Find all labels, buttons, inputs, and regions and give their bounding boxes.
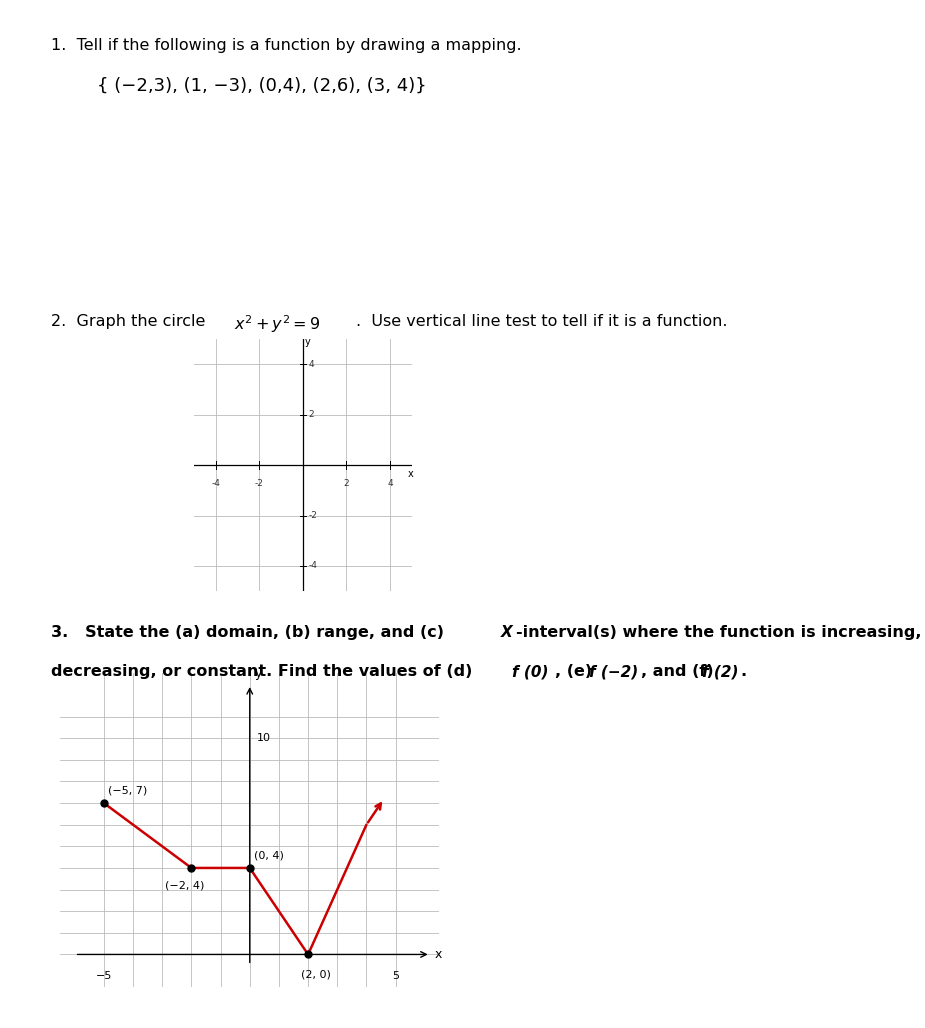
Text: f (−2): f (−2)	[589, 664, 638, 680]
Text: (−5, 7): (−5, 7)	[108, 785, 147, 796]
Text: f (2): f (2)	[702, 664, 738, 680]
Text: (−2, 4): (−2, 4)	[166, 881, 204, 891]
Text: 2: 2	[343, 479, 350, 488]
Text: { (−2,3), (1, −3), (0,4), (2,6), (3, 4)}: { (−2,3), (1, −3), (0,4), (2,6), (3, 4)}	[97, 77, 426, 96]
Text: f (0): f (0)	[512, 664, 549, 680]
Text: 5: 5	[392, 970, 399, 981]
Text: -2: -2	[308, 511, 317, 520]
Text: -interval(s) where the function is increasing,: -interval(s) where the function is incre…	[516, 625, 921, 640]
Text: (2, 0): (2, 0)	[301, 969, 330, 980]
Text: −5: −5	[95, 970, 112, 981]
Text: x: x	[435, 948, 442, 961]
Text: X: X	[501, 625, 512, 640]
Text: , (e): , (e)	[555, 664, 598, 680]
Text: -4: -4	[212, 479, 220, 488]
Text: $x^2 + y^2 = 9$: $x^2 + y^2 = 9$	[234, 314, 320, 335]
Text: 4: 4	[387, 479, 393, 488]
Text: 3.   State the (a) domain, (b) range, and (c): 3. State the (a) domain, (b) range, and …	[51, 625, 450, 640]
Text: 10: 10	[257, 733, 271, 743]
Text: y: y	[254, 667, 262, 680]
Text: 2.  Graph the circle: 2. Graph the circle	[51, 314, 210, 329]
Text: .: .	[740, 664, 746, 680]
Text: decreasing, or constant. Find the values of (d): decreasing, or constant. Find the values…	[51, 664, 478, 680]
Text: x: x	[407, 469, 413, 479]
Text: -4: -4	[308, 561, 317, 571]
Text: 4: 4	[308, 360, 314, 369]
Text: 2: 2	[308, 410, 314, 419]
Text: y: y	[304, 337, 310, 346]
Text: -2: -2	[255, 479, 264, 488]
Text: .  Use vertical line test to tell if it is a function.: . Use vertical line test to tell if it i…	[356, 314, 728, 329]
Text: (0, 4): (0, 4)	[254, 850, 284, 860]
Text: 1.  Tell if the following is a function by drawing a mapping.: 1. Tell if the following is a function b…	[51, 38, 522, 53]
Text: , and (f): , and (f)	[641, 664, 720, 680]
